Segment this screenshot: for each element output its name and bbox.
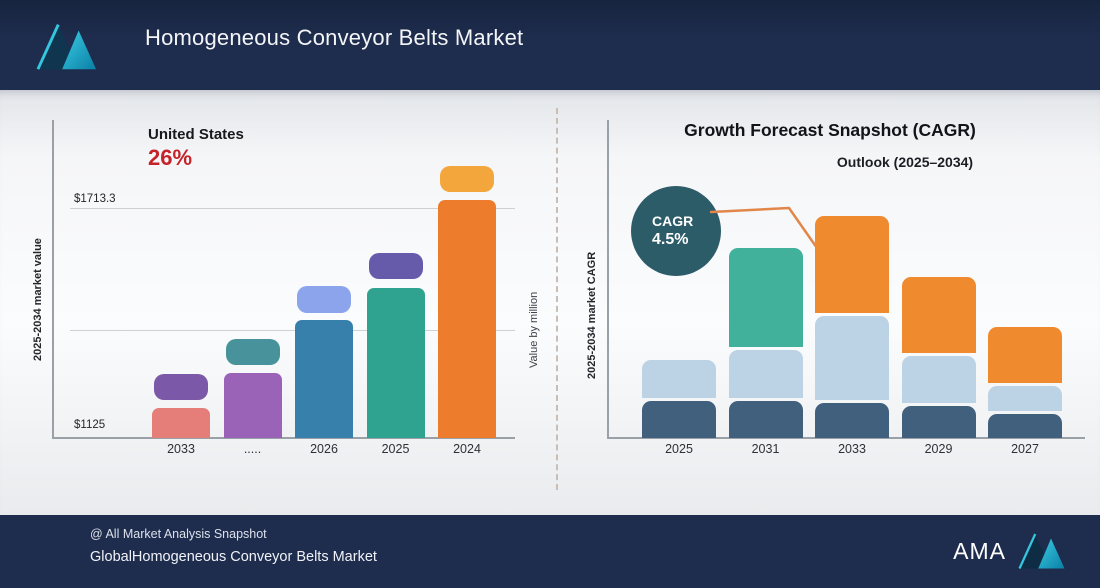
stacked-bar-column-2027 [988, 120, 1062, 438]
x-axis-label: 2031 [751, 442, 780, 456]
stacked-bar-column-2031 [728, 120, 803, 438]
bar-segment-dark [642, 400, 716, 438]
value-bar [438, 200, 496, 438]
left-value-axis-title: 2025-2034 market value [32, 238, 44, 362]
x-axis-label: ..... [243, 442, 262, 456]
x-axis-label: 2025 [665, 442, 693, 456]
right-y-axis-line [607, 120, 609, 438]
x-axis-label: 2024 [453, 442, 481, 456]
bar-segment-dark [901, 405, 976, 438]
x-axis-label: 2033 [167, 442, 195, 456]
floating-cap-bar [225, 338, 280, 365]
stacked-bar-column-2033 [815, 120, 889, 438]
value-bar [223, 372, 282, 438]
left-y-axis-line [52, 120, 54, 438]
value-by-million-axis-title: Value by million [528, 291, 540, 369]
x-axis-label: 2025 [381, 442, 410, 456]
bar-segment-light [642, 359, 716, 398]
bar-column-2033 [152, 120, 210, 438]
footer-market-title: GlobalHomogeneous Conveyor Belts Market [90, 549, 377, 565]
bar-segment-teal [728, 247, 803, 347]
stacked-bar-column-2029 [901, 120, 976, 438]
region-label: United States [148, 126, 244, 143]
cagr-badge-value: 4.5% [652, 230, 689, 248]
left-x-axis-labels: 2033..... 2026 2025 2024 [152, 442, 496, 456]
page-title: Homogeneous Conveyor Belts Market [145, 25, 524, 50]
ama-logo-icon [36, 16, 98, 77]
x-axis-label: 2029 [924, 442, 953, 456]
cagr-connector-line [709, 206, 819, 250]
gridline-upper [70, 208, 515, 209]
bar-column-2026 [295, 120, 353, 438]
bar-column-2025 [366, 120, 425, 438]
footer: @ All Market Analysis Snapshot GlobalHom… [0, 515, 1100, 588]
x-axis-label: 2033 [838, 442, 866, 456]
bar-segment-dark [815, 403, 889, 438]
value-bar [152, 407, 210, 438]
bar-segment-orange [988, 327, 1062, 383]
floating-cap-bar [154, 373, 208, 400]
floating-cap-bar [440, 166, 494, 193]
ytick-top-label: $1713.3 [74, 193, 116, 205]
cagr-badge: CAGR 4.5% [631, 186, 721, 276]
footer-brand-text: AMA [953, 538, 1006, 564]
gridline-middle [70, 330, 515, 331]
bar-column-..... [223, 120, 282, 438]
value-bar [295, 320, 353, 438]
cagr-axis-title: 2025-2034 market CAGR [586, 251, 598, 379]
footer-tagline: @ All Market Analysis Snapshot [90, 527, 267, 541]
bar-segment-orange [901, 277, 976, 353]
floating-cap-bar [297, 286, 351, 313]
bar-segment-dark [988, 413, 1062, 438]
cagr-badge-label: CAGR [652, 212, 694, 229]
forecast-title: Growth Forecast Snapshot (CAGR) [684, 120, 976, 140]
left-x-axis-line [52, 437, 515, 439]
content: United States 26% 2025-2034 market value… [0, 90, 1100, 515]
bar-segment-light [728, 349, 803, 398]
left-chart-bars [152, 120, 496, 438]
right-chart-bars [642, 120, 1062, 438]
bar-segment-light [815, 315, 889, 401]
bar-segment-light [901, 355, 976, 403]
header: Homogeneous Conveyor Belts Market [0, 0, 1100, 90]
right-x-axis-labels: 2025 2031 2033 2029 2027 [642, 442, 1062, 456]
x-axis-label: 2027 [1011, 442, 1039, 456]
ama-footer-logo-icon [1018, 528, 1066, 575]
floating-cap-bar [368, 253, 423, 280]
bar-column-2024 [438, 120, 496, 438]
panel-divider [556, 108, 558, 490]
stacked-bar-column-2025 [642, 120, 716, 438]
bar-segment-orange [815, 216, 889, 313]
forecast-subtitle: Outlook (2025–2034) [836, 154, 974, 170]
ytick-bottom-label: $1125 [74, 419, 106, 431]
bar-segment-dark [728, 400, 803, 438]
bar-segment-light [988, 385, 1062, 411]
x-axis-label: 2026 [310, 442, 338, 456]
growth-percent: 26% [148, 145, 193, 170]
value-bar [366, 287, 425, 438]
